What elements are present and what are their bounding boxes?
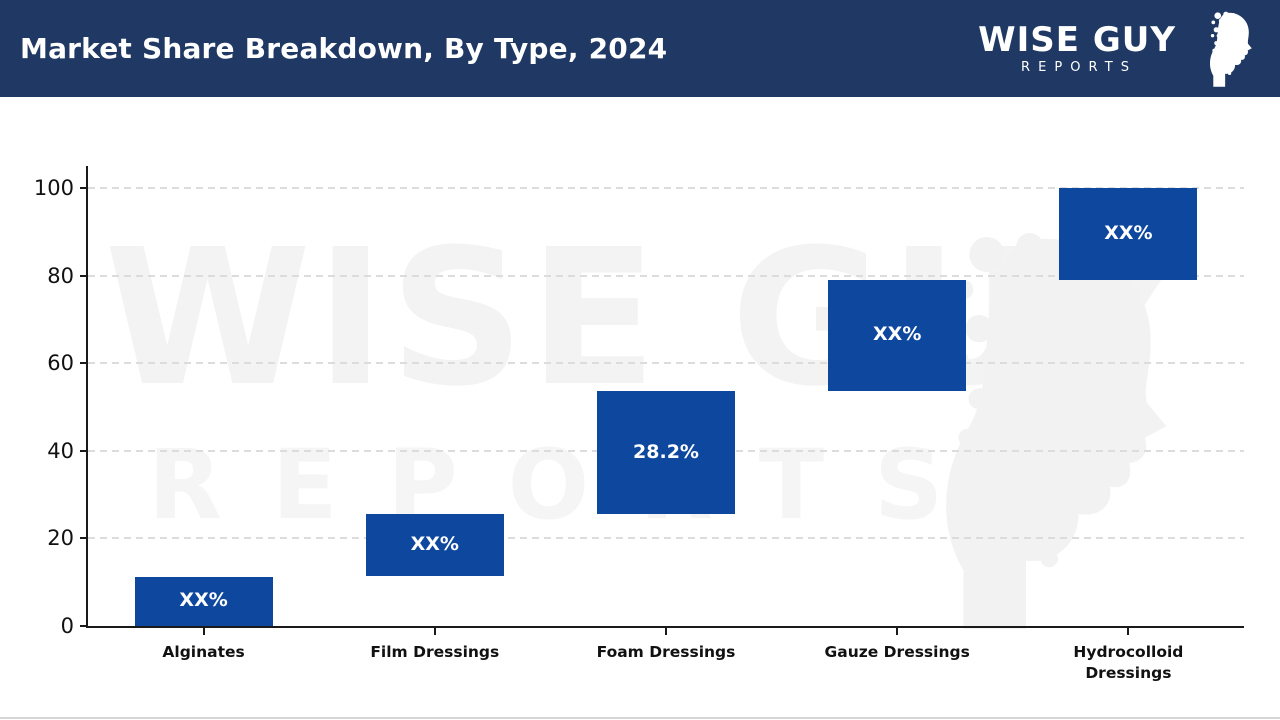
x-category-label: Alginates [162, 643, 245, 661]
logo-wordmark: WISE GUY REPORTS [978, 23, 1176, 74]
y-tick-20 [80, 537, 88, 540]
page-title: Market Share Breakdown, By Type, 2024 [20, 32, 668, 65]
x-category-label: Foam Dressings [596, 643, 736, 661]
y-axis-line [86, 166, 88, 628]
x-tick-0 [202, 628, 205, 635]
bar-value-label: XX% [873, 323, 922, 346]
header-bar: Market Share Breakdown, By Type, 2024 WI… [0, 0, 1280, 97]
x-tick-2 [665, 628, 667, 635]
y-tick-100 [80, 187, 88, 189]
logo-wordmark-line1: WISE GUY [978, 20, 1176, 60]
logo-wordmark-line2: REPORTS [1021, 60, 1138, 75]
gridline-20 [88, 537, 1244, 540]
bar-value-label: XX% [1104, 221, 1153, 244]
y-tick-label-40: 40 [47, 438, 74, 463]
bar-hydrocolloid-dressings [1059, 188, 1198, 280]
bar-value-label: 28.2% [633, 440, 699, 463]
y-tick-label-60: 60 [47, 351, 74, 376]
gridline-60 [88, 362, 1244, 365]
x-category-label: Film Dressings [370, 643, 500, 661]
bar-gauze-dressings [828, 279, 967, 391]
footer-divider [0, 717, 1280, 719]
brand-logo: WISE GUY REPORTS [978, 6, 1254, 92]
bar-foam-dressings [597, 390, 735, 515]
y-tick-80 [80, 274, 88, 277]
y-tick-label-0: 0 [60, 614, 74, 638]
y-tick-0 [80, 625, 88, 627]
gridline-80 [88, 274, 1244, 277]
y-tick-60 [80, 362, 88, 365]
x-tick-1 [433, 628, 436, 635]
x-category-label: Gauze Dressings [824, 643, 970, 661]
x-tick-3 [896, 628, 899, 635]
wiseguy-face-icon [1180, 6, 1254, 92]
x-tick-4 [1127, 628, 1130, 635]
bar-value-label: XX% [179, 589, 228, 612]
y-tick-label-80: 80 [47, 263, 74, 288]
watermark-subtext: REPORTS [148, 429, 994, 541]
bar-value-label: XX% [410, 533, 459, 556]
chart-area: WISE GUY REPORTS 0 20 40 60 80 100 XX% Alginate… [0, 97, 1280, 720]
y-tick-label-100: 100 [33, 176, 74, 200]
gridline-100 [88, 187, 1244, 189]
bar-alginates [134, 576, 273, 626]
y-tick-40 [80, 449, 88, 452]
y-tick-label-20: 20 [47, 526, 74, 551]
x-category-label: Hydrocolloid Dressings [1073, 643, 1184, 682]
bar-film-dressings [365, 514, 504, 577]
x-axis-line [86, 626, 1244, 628]
